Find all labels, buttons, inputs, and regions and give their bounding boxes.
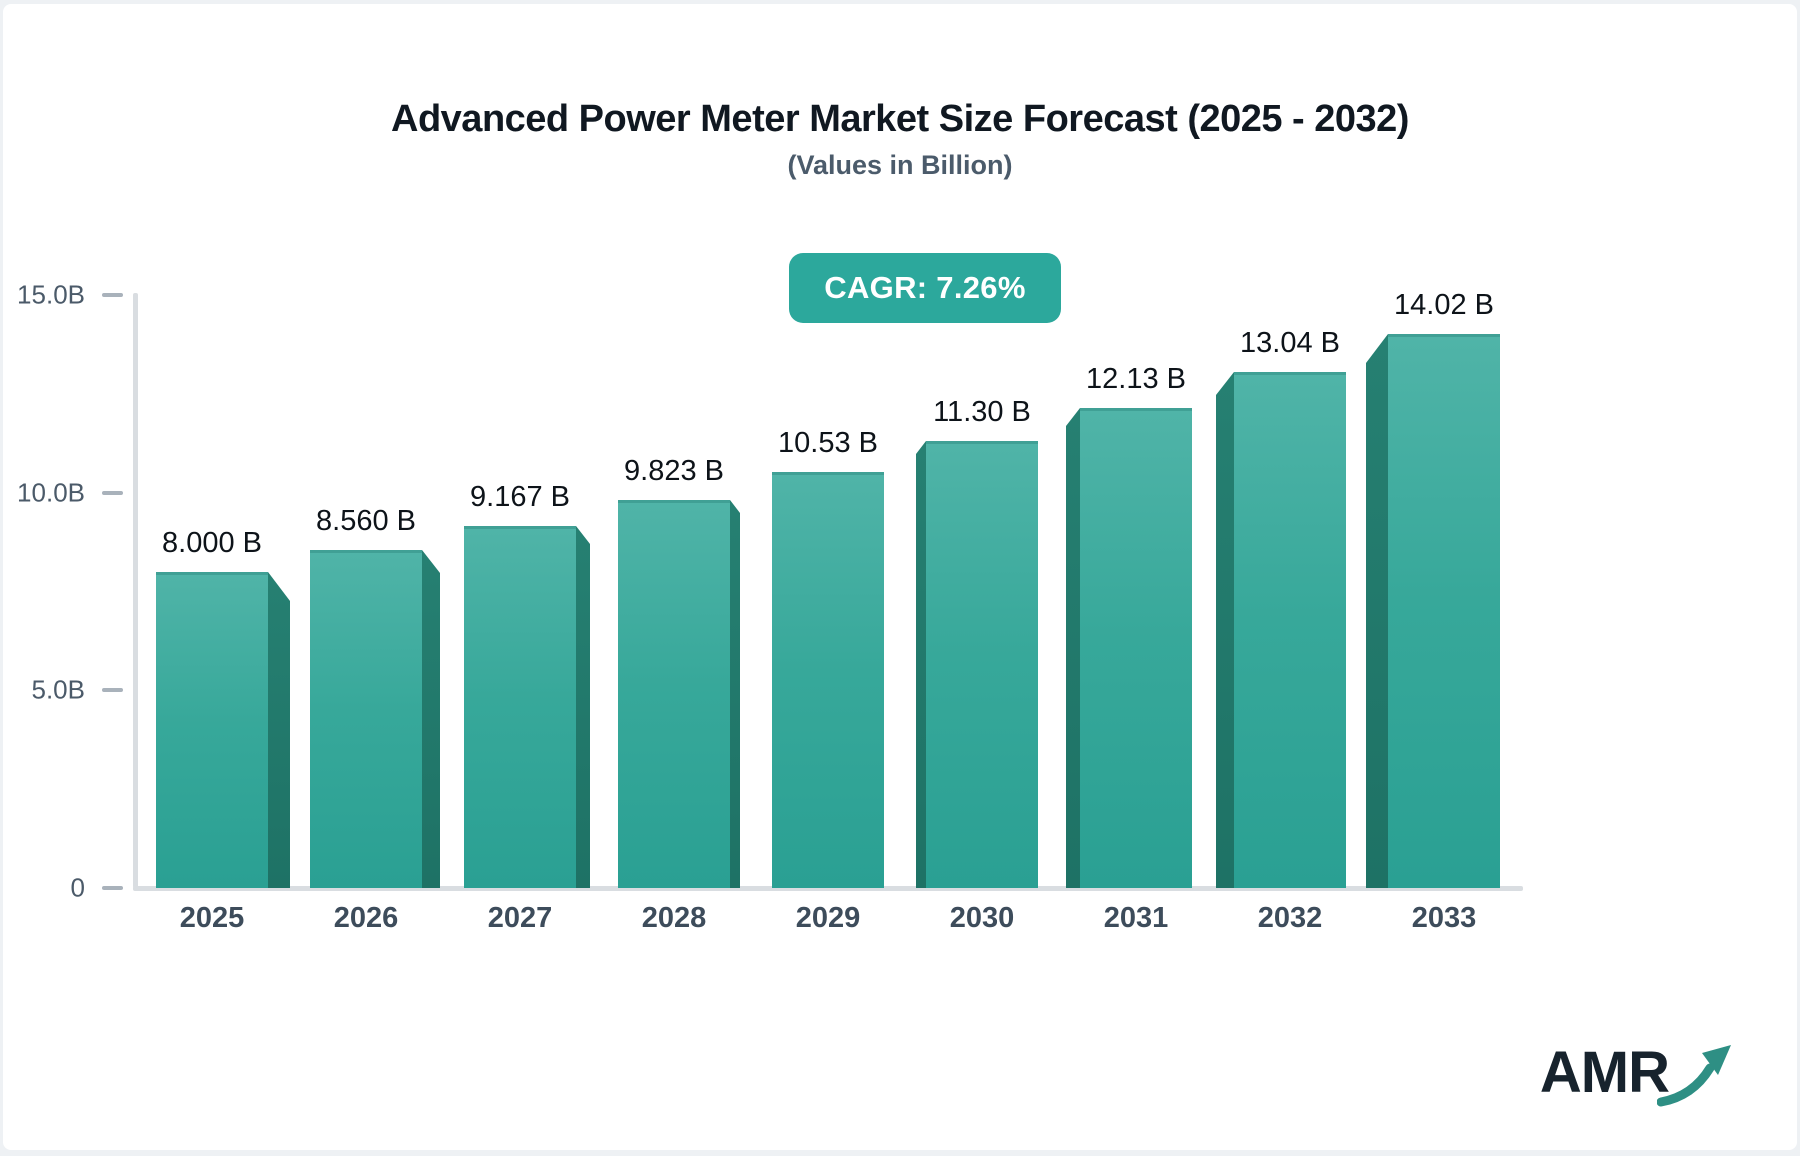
chart-subtitle: (Values in Billion) (787, 150, 1013, 180)
x-axis-label-2032: 2032 (1257, 902, 1323, 934)
bar-value-label-2030: 11.30 B (933, 396, 1031, 428)
bar-group-2025: 8.000 B (135, 4, 290, 888)
bar-3d-side (1066, 408, 1080, 888)
x-axis-label-2031: 2031 (1103, 902, 1169, 934)
bar-group-2031: 12.13 B (1059, 4, 1213, 888)
x-axis-label-2027: 2027 (487, 902, 553, 934)
x-axis-label-2026: 2026 (333, 902, 399, 934)
y-tick-dash (102, 490, 123, 495)
bar-value-label-2033: 14.02 B (1394, 289, 1494, 321)
bar-value-label-2025: 8.000 B (162, 527, 262, 559)
bar-group-2027: 9.167 B (443, 4, 597, 888)
chart-title: Advanced Power Meter Market Size Forecas… (391, 98, 1409, 140)
x-axis-label-2028: 2028 (641, 902, 707, 934)
bar-group-2033: 14.02 B (1366, 4, 1521, 888)
bar-3d-side (576, 526, 590, 888)
bar-value-label-2026: 8.560 B (316, 505, 416, 537)
x-axis-label-2025: 2025 (179, 902, 245, 934)
bar-3d-side (1216, 372, 1234, 888)
bar-2029 (772, 472, 884, 888)
bar-value-label-2029: 10.53 B (778, 427, 878, 459)
x-axis-label-2030: 2030 (949, 902, 1015, 934)
bar-2026 (310, 550, 422, 888)
bar-2028 (618, 500, 730, 888)
y-tick-label-15.0B: 15.0B (17, 279, 85, 310)
y-tick-label-0: 0 (70, 872, 85, 903)
bar-3d-side (1366, 334, 1388, 888)
bar-group-2028: 9.823 B (597, 4, 751, 888)
y-tick-label-10.0B: 10.0B (17, 477, 85, 508)
bar-2025 (156, 572, 268, 888)
amr-logo-arrow-icon (1657, 1045, 1731, 1107)
bar-3d-side (730, 500, 740, 888)
y-tick-dash (102, 293, 123, 297)
plot-area: 8.000 B 8.560 B 9.167 B 9.823 B 10.53 B 11.30… (135, 4, 1521, 888)
x-axis-labels: 2025 2026 2027 2028 2029 2030 2031 2032 2033 (135, 902, 1521, 935)
y-tick-label-5.0B: 5.0B (31, 674, 86, 705)
y-axis-line (133, 293, 138, 888)
bar-2032 (1234, 372, 1346, 888)
x-axis-line (133, 886, 1523, 891)
cagr-badge: CAGR: 7.26% (789, 253, 1061, 323)
bar-group-2026: 8.560 B (289, 4, 443, 888)
amr-logo-text: AMR (1539, 1040, 1670, 1105)
bar-value-label-2031: 12.13 B (1086, 363, 1186, 395)
bar-group-2030: 11.30 B (905, 4, 1059, 888)
bar-2027 (464, 526, 576, 888)
bar-value-label-2032: 13.04 B (1240, 327, 1340, 359)
bar-2033 (1388, 334, 1500, 888)
bar-3d-side (268, 572, 290, 888)
bar-value-label-2027: 9.167 B (470, 481, 570, 513)
bar-3d-side (422, 550, 440, 888)
chart-card: Advanced Power Meter Market Size Forecas… (3, 4, 1797, 1150)
y-tick-dash (102, 886, 123, 890)
amr-logo: AMR (1540, 1042, 1733, 1108)
bar-group-2032: 13.04 B (1213, 4, 1367, 888)
bar-value-label-2028: 9.823 B (624, 455, 724, 487)
x-axis-label-2033: 2033 (1411, 902, 1477, 934)
bar-2031 (1080, 408, 1192, 888)
bar-group-2029: 10.53 B (751, 4, 905, 888)
x-axis-label-2029: 2029 (795, 902, 861, 934)
y-tick-dash (102, 688, 123, 693)
bar-3d-side (916, 441, 926, 888)
bar-2030 (926, 441, 1038, 888)
